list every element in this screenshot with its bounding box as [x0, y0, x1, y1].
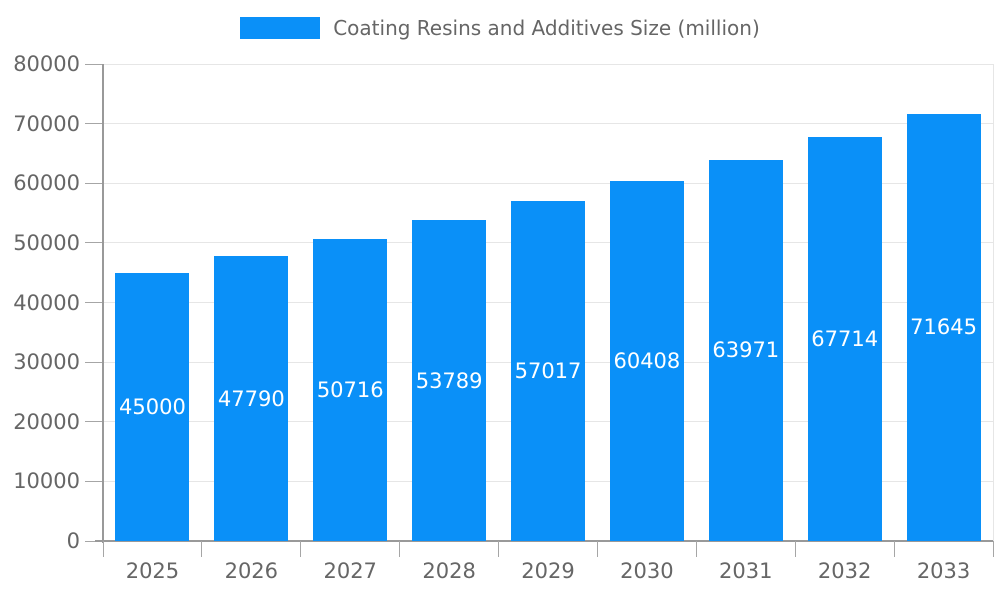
y-tick-label: 40000	[13, 290, 80, 315]
bar-value-label: 63971	[712, 338, 780, 363]
gridline-horizontal	[103, 123, 993, 125]
bar	[906, 113, 981, 541]
bar	[511, 201, 585, 541]
legend-swatch	[240, 17, 321, 39]
legend-item[interactable]: Coating Resins and Additives Size (milli…	[0, 16, 1000, 40]
y-axis-line	[102, 64, 104, 543]
y-tick	[85, 540, 103, 542]
y-tick-label: 70000	[13, 111, 80, 136]
x-tick	[893, 541, 895, 557]
bar	[708, 159, 783, 541]
x-tick-label: 2031	[719, 559, 773, 583]
bar-value-label: 47790	[217, 386, 285, 411]
x-tick-label: 2029	[521, 559, 575, 583]
x-tick	[300, 541, 302, 557]
x-tick-label: 2032	[817, 559, 872, 583]
gridline-horizontal	[103, 182, 993, 184]
x-tick	[102, 541, 104, 557]
bar	[807, 137, 882, 541]
x-tick-label: 2033	[916, 559, 971, 583]
x-tick	[596, 541, 598, 557]
y-tick	[85, 361, 103, 363]
bar	[214, 256, 289, 541]
bar	[412, 220, 487, 541]
y-tick-label: 50000	[13, 230, 80, 255]
bar-value-label: 60408	[613, 348, 681, 373]
x-tick-label: 2027	[323, 559, 377, 583]
bar-value-label: 53789	[415, 368, 483, 393]
x-tick-label: 2028	[422, 559, 476, 583]
x-tick	[794, 541, 796, 557]
x-tick	[201, 541, 203, 557]
x-tick	[992, 541, 994, 557]
y-tick-label: 10000	[13, 469, 80, 494]
x-tick	[498, 541, 500, 557]
y-tick-label: 30000	[13, 350, 80, 375]
bar-value-label: 67714	[811, 327, 879, 352]
y-tick	[85, 242, 103, 244]
x-tick-label: 2030	[620, 559, 674, 583]
bar	[115, 272, 190, 541]
y-tick	[85, 63, 103, 65]
bar	[609, 180, 684, 541]
x-tick-label: 2025	[125, 559, 180, 583]
y-tick	[85, 302, 103, 303]
bar-value-label: 50716	[316, 377, 384, 402]
x-tick	[695, 541, 697, 557]
y-tick-label: 80000	[13, 52, 80, 76]
y-tick	[85, 182, 103, 184]
y-tick-label: 60000	[13, 171, 80, 196]
gridline-horizontal	[103, 63, 993, 65]
x-tick	[399, 541, 401, 557]
y-tick-label: 20000	[13, 409, 80, 434]
y-tick	[85, 480, 103, 482]
y-tick	[85, 123, 103, 125]
bar-value-label: 57017	[514, 359, 582, 384]
legend-label: Coating Resins and Additives Size (milli…	[333, 16, 760, 40]
y-tick-label: 0	[66, 529, 80, 553]
bar-value-label: 45000	[119, 394, 186, 419]
bar	[313, 238, 388, 541]
gridline-right-border	[992, 64, 994, 541]
y-tick	[85, 421, 103, 423]
x-tick-label: 2026	[224, 559, 279, 583]
bar-value-label: 71645	[910, 315, 977, 340]
x-axis-line	[95, 540, 993, 542]
